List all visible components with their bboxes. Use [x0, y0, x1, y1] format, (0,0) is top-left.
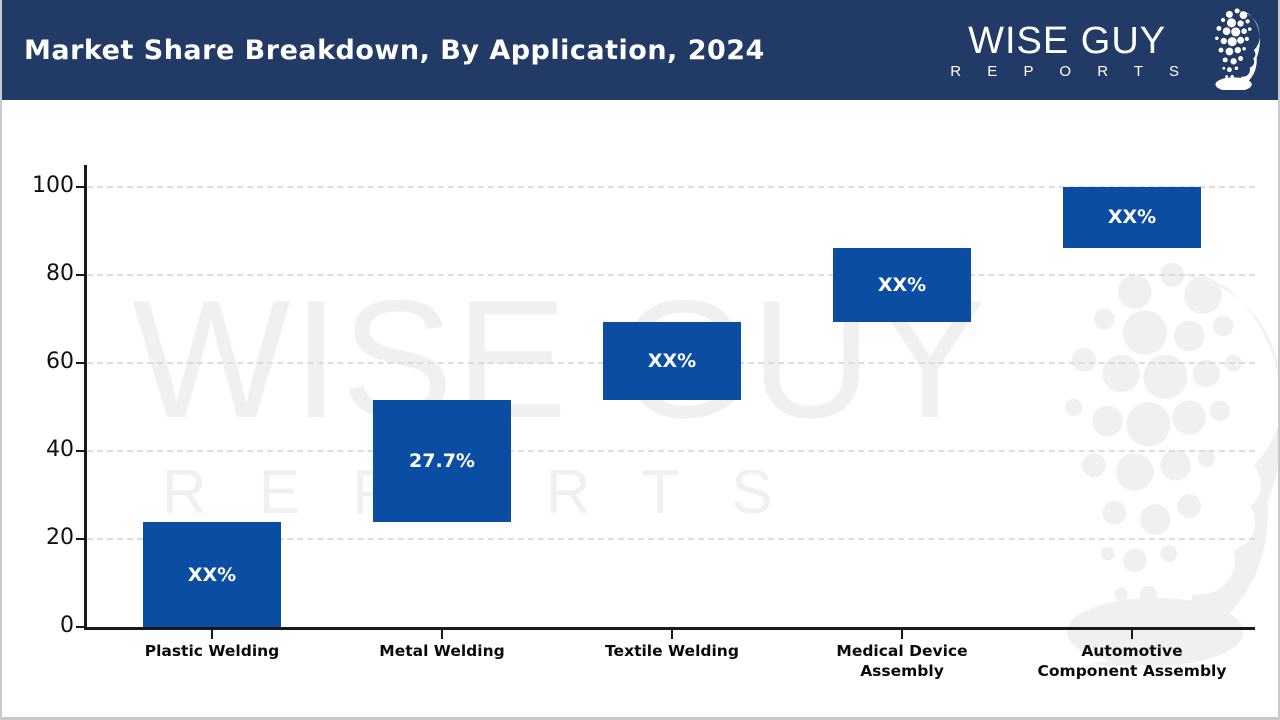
y-tick-label: 60 — [46, 349, 74, 374]
y-gridline — [87, 186, 1255, 188]
bar-plastic-welding: XX% — [143, 522, 281, 627]
y-tick-mark — [76, 538, 85, 540]
y-tick-label: 0 — [60, 613, 74, 638]
y-gridline — [87, 450, 1255, 452]
bar-value-label: XX% — [187, 563, 237, 586]
y-tick-mark — [76, 626, 85, 628]
x-category-label: Automotive Component Assembly — [1037, 642, 1227, 681]
bar-value-label: XX% — [1107, 206, 1157, 229]
bar-metal-welding: 27.7% — [373, 400, 511, 523]
x-category-label: Plastic Welding — [144, 642, 280, 660]
x-tick-mark — [211, 630, 213, 639]
bar-value-label: XX% — [647, 350, 697, 373]
x-category-label: Textile Welding — [605, 642, 739, 660]
x-tick-mark — [1131, 630, 1133, 639]
y-tick-mark — [76, 186, 85, 188]
wiseguy-logo-subtitle: R E P O R T S — [950, 62, 1190, 80]
x-tick-mark — [671, 630, 673, 639]
y-tick-mark — [76, 450, 85, 452]
wiseguy-face-watermark-icon — [958, 235, 1278, 679]
bar-automotive-component-assembly: XX% — [1063, 187, 1201, 248]
y-axis-line — [84, 165, 87, 630]
page-title: Market Share Breakdown, By Application, … — [24, 34, 765, 66]
header-bar: Market Share Breakdown, By Application, … — [2, 0, 1278, 100]
wiseguy-logo-text: WISE GUY R E P O R T S — [944, 22, 1190, 79]
x-axis-line — [84, 627, 1255, 630]
bar-value-label: 27.7% — [409, 450, 475, 473]
x-category-label: Metal Welding — [379, 642, 505, 660]
wiseguy-logo: WISE GUY R E P O R T S — [944, 6, 1264, 94]
x-tick-mark — [441, 630, 443, 639]
wiseguy-logo-title: WISE GUY — [968, 19, 1167, 62]
x-category-label: Medical Device Assembly — [836, 642, 968, 681]
bar-value-label: XX% — [877, 273, 927, 296]
y-gridline — [87, 538, 1255, 540]
y-tick-label: 20 — [46, 525, 74, 550]
x-tick-mark — [901, 630, 903, 639]
y-tick-label: 100 — [32, 173, 74, 198]
bar-medical-device-assembly: XX% — [833, 247, 971, 323]
wiseguy-face-icon — [1192, 6, 1264, 94]
bar-textile-welding: XX% — [603, 322, 741, 401]
y-gridline — [87, 274, 1255, 276]
y-tick-label: 40 — [46, 437, 74, 462]
y-tick-mark — [76, 362, 85, 364]
y-tick-mark — [76, 274, 85, 276]
y-tick-label: 80 — [46, 261, 74, 286]
